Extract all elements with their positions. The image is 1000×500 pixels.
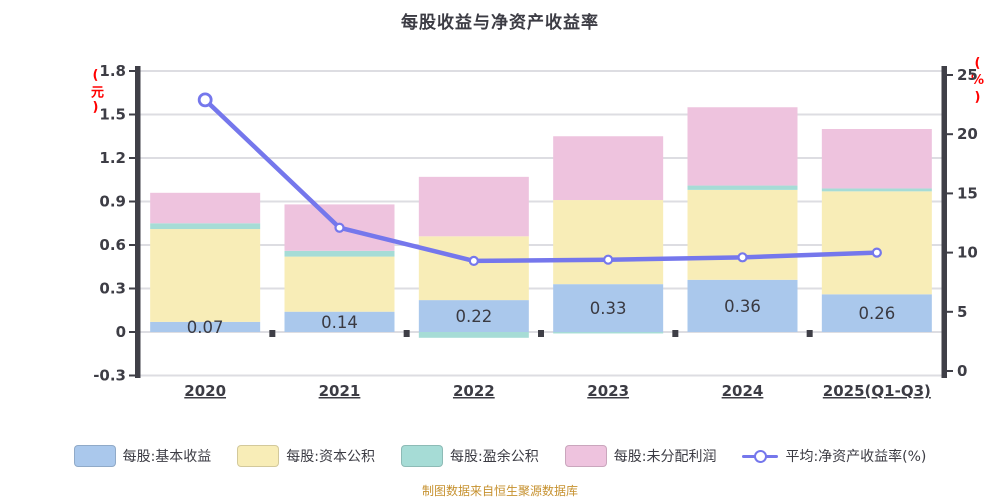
- legend-swatch-pink-icon: [564, 445, 607, 467]
- legend-swatch-blue-icon: [73, 445, 116, 467]
- bar-segment[interactable]: [284, 311, 395, 332]
- left-axis-tick-label: 0: [116, 323, 126, 341]
- bar-value-label: 0.07: [187, 318, 224, 337]
- bar-value-label: 0.26: [858, 304, 895, 323]
- left-axis-line: [135, 66, 141, 378]
- bar-segment[interactable]: [687, 189, 798, 280]
- left-axis-tick-label: -0.3: [93, 367, 126, 385]
- bar-segment[interactable]: [687, 279, 798, 332]
- bar-segment[interactable]: [821, 188, 932, 192]
- left-axis-tick-label: 1.2: [99, 149, 126, 167]
- roe-line-point[interactable]: [468, 255, 479, 266]
- bar-segment[interactable]: [821, 294, 932, 332]
- legend-item-series1[interactable]: 每股:基本收益: [73, 445, 212, 467]
- right-axis-tick-label: 10: [957, 244, 978, 262]
- legend-swatch-yellow-icon: [237, 445, 280, 467]
- right-axis-tick-label: 0: [957, 362, 967, 380]
- data-source-note: 制图数据来自恒生聚源数据库: [421, 484, 578, 498]
- legend-item-series3[interactable]: 每股:盈余公积: [401, 445, 539, 467]
- x-axis-label[interactable]: 2025(Q1-Q3): [823, 382, 931, 400]
- roe-line-point[interactable]: [197, 92, 213, 108]
- left-axis-tick-label: 0.3: [99, 280, 126, 298]
- bar-segment[interactable]: [687, 185, 798, 190]
- roe-line-point[interactable]: [871, 247, 882, 258]
- x-axis-label[interactable]: 2023: [587, 382, 629, 400]
- bar-segment[interactable]: [553, 332, 664, 334]
- legend-label: 每股:基本收益: [122, 449, 212, 465]
- bar-segment[interactable]: [150, 223, 261, 230]
- x-axis-label[interactable]: 2021: [319, 382, 361, 400]
- bar-segment[interactable]: [284, 256, 395, 312]
- legend-label: 平均:净资产收益率(%): [785, 449, 927, 465]
- bar-segment[interactable]: [418, 236, 529, 301]
- right-axis-tick-label: 15: [957, 184, 978, 202]
- left-axis-tick-label: 0.6: [99, 236, 126, 254]
- bar-segment[interactable]: [150, 229, 261, 322]
- roe-line-point[interactable]: [737, 252, 748, 263]
- bar-segment[interactable]: [150, 192, 261, 224]
- x-axis-label[interactable]: 2020: [184, 382, 226, 400]
- bar-segment[interactable]: [821, 129, 932, 189]
- right-axis-tick-label: 20: [957, 125, 978, 143]
- bar-value-label: 0.14: [321, 313, 358, 332]
- zero-line-tick: [806, 330, 813, 337]
- bar-segment[interactable]: [553, 200, 664, 285]
- right-axis-tick-label: 25: [957, 66, 978, 84]
- legend-label: 每股:未分配利润: [613, 449, 717, 465]
- roe-line-point[interactable]: [334, 222, 345, 233]
- bar-value-label: 0.22: [455, 307, 492, 326]
- legend-item-roe-line[interactable]: 平均:净资产收益率(%): [742, 446, 926, 466]
- bar-segment[interactable]: [553, 136, 664, 201]
- bar-segment[interactable]: [418, 300, 529, 332]
- chart-legend: 每股:基本收益 每股:资本公积 每股:盈余公积 每股:未分配利润 平均:净资产收…: [0, 445, 1000, 467]
- bar-value-label: 0.36: [724, 297, 761, 316]
- bar-segment[interactable]: [821, 191, 932, 295]
- roe-line: [202, 97, 880, 264]
- bar-segment[interactable]: [553, 284, 664, 332]
- right-axis-line: [941, 66, 947, 378]
- left-axis-unit-label: (元): [88, 68, 103, 117]
- x-axis-label[interactable]: 2022: [453, 382, 495, 400]
- legend-line-marker-icon: [742, 446, 779, 466]
- legend-label: 每股:盈余公积: [450, 449, 539, 465]
- right-axis-unit-label: (%): [970, 56, 985, 107]
- left-axis-tick-label: 1.5: [99, 106, 126, 124]
- left-axis-tick-label: 1.8: [99, 62, 126, 80]
- legend-swatch-teal-icon: [401, 445, 444, 467]
- left-axis-tick-label: 0.9: [99, 193, 126, 211]
- bar-segment[interactable]: [418, 176, 529, 237]
- x-axis-label[interactable]: 2024: [722, 382, 764, 400]
- legend-label: 每股:资本公积: [286, 449, 376, 465]
- roe-line-point[interactable]: [603, 254, 614, 265]
- zero-line-tick: [403, 330, 410, 337]
- bar-segment[interactable]: [687, 107, 798, 186]
- zero-line-tick: [538, 330, 544, 337]
- chart-title: 每股收益与净资产收益率: [401, 13, 599, 33]
- right-axis-tick-label: 5: [957, 303, 967, 321]
- zero-line-tick: [269, 330, 276, 337]
- legend-item-series2[interactable]: 每股:资本公积: [237, 445, 375, 467]
- bar-value-label: 0.33: [590, 299, 627, 318]
- legend-item-series4[interactable]: 每股:未分配利润: [564, 445, 717, 467]
- bar-segment[interactable]: [284, 250, 395, 257]
- bar-segment[interactable]: [150, 321, 261, 332]
- zero-line-tick: [672, 330, 679, 337]
- bar-segment[interactable]: [418, 332, 529, 338]
